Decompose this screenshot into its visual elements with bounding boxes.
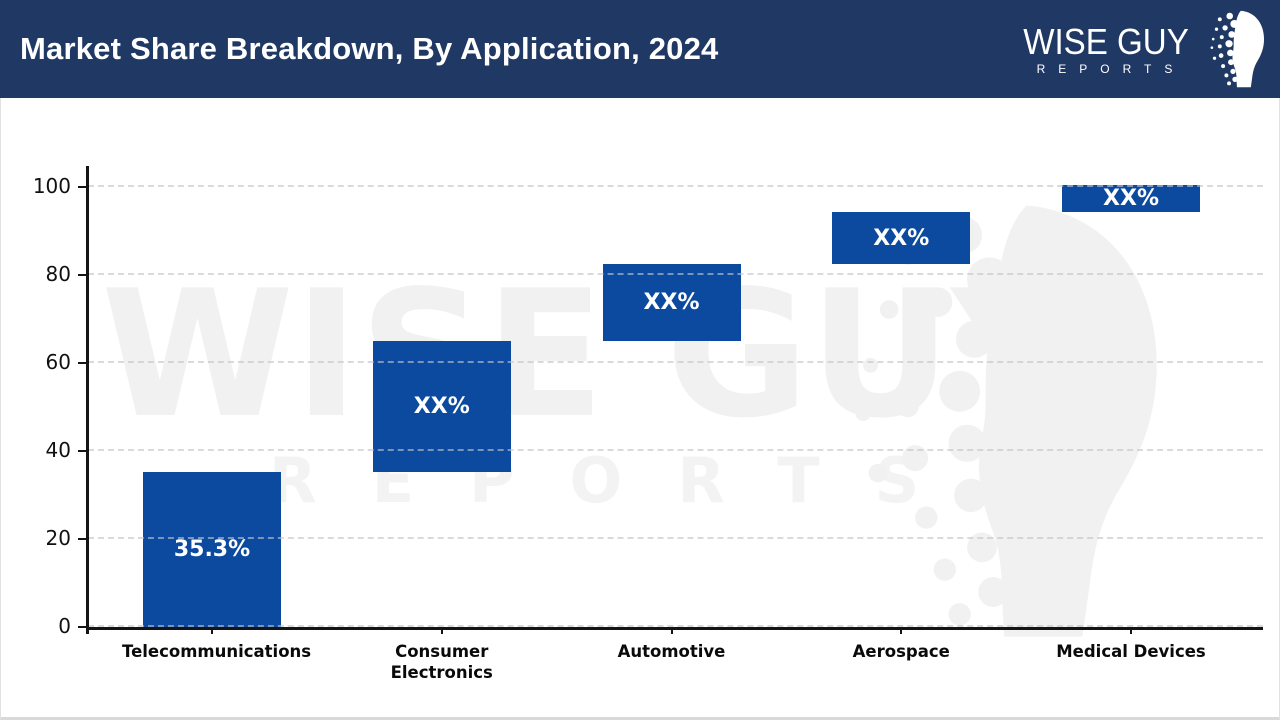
- plot: 0 20 40 60 80 100 35.3% XX% XX% XX% XX%: [33, 160, 1263, 682]
- face-profile-icon: [1210, 10, 1265, 88]
- x-label-medical-devices: Medical Devices: [1056, 642, 1206, 661]
- y-tick: [78, 362, 86, 364]
- bar-value-label: XX%: [873, 225, 930, 251]
- bar-value-label: 35.3%: [173, 536, 251, 562]
- x-label-automotive: Automotive: [617, 642, 726, 661]
- bar-value-label: XX%: [643, 290, 700, 315]
- header: Market Share Breakdown, By Application, …: [0, 0, 1280, 98]
- logo-name: WISE GUY: [1023, 20, 1189, 62]
- bar-medical-devices: XX%: [1062, 184, 1200, 213]
- bar-value-label: XX%: [1103, 185, 1159, 211]
- y-tick-label: 80: [45, 262, 71, 286]
- x-tick: [670, 627, 673, 634]
- bar-value-label: XX%: [413, 393, 470, 419]
- gridline: [88, 361, 1263, 363]
- y-tick-label: 0: [58, 614, 71, 638]
- y-tick-label: 100: [32, 174, 71, 198]
- wise-guy-logo: WISE GUY REPORTS: [1016, 7, 1266, 91]
- gridline: [88, 449, 1263, 451]
- gridline: [88, 273, 1263, 275]
- bar-telecommunications: 35.3%: [143, 471, 281, 627]
- chart-area: WISE GUY REPORTS 0 20 40 60: [0, 98, 1280, 720]
- y-tick: [78, 450, 86, 452]
- x-tick: [900, 627, 903, 634]
- bar-aerospace: XX%: [832, 212, 971, 264]
- x-label-telecommunications: Telecommunications: [122, 642, 312, 661]
- y-axis-line: [86, 166, 89, 634]
- y-tick: [78, 274, 86, 276]
- logo-tagline: REPORTS: [1036, 61, 1186, 76]
- y-tick: [78, 626, 86, 628]
- x-label-aerospace: Aerospace: [852, 642, 950, 661]
- bar-automotive: XX%: [602, 264, 741, 341]
- gridline: [88, 625, 1263, 627]
- y-tick-label: 60: [45, 350, 71, 374]
- gridline: [88, 185, 1263, 187]
- x-axis-line: [86, 627, 1263, 630]
- x-tick: [211, 627, 213, 634]
- y-tick-label: 40: [45, 438, 71, 462]
- y-tick-label: 20: [45, 526, 71, 550]
- x-tick: [1130, 627, 1132, 634]
- y-tick: [78, 538, 86, 540]
- page-title: Market Share Breakdown, By Application, …: [20, 31, 719, 66]
- logo-text: WISE GUY REPORTS: [1016, 20, 1196, 76]
- y-tick: [78, 186, 86, 188]
- gridline: [88, 537, 1263, 539]
- x-label-consumer-electronics: Consumer Electronics: [390, 642, 493, 683]
- x-tick: [440, 627, 443, 634]
